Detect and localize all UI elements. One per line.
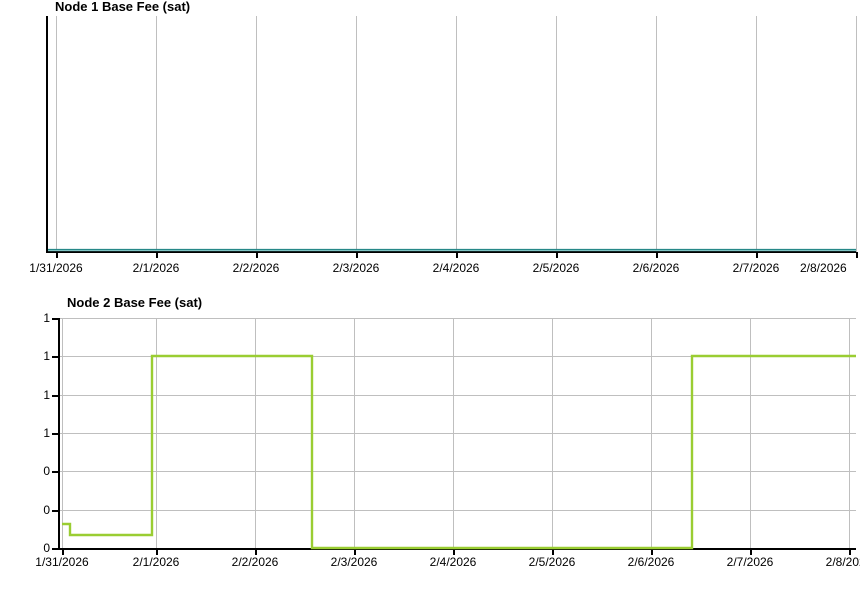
x-tick	[356, 252, 358, 258]
chart-node1-y-axis	[46, 16, 48, 252]
y-tick	[52, 471, 58, 473]
gridline-vertical	[354, 318, 355, 548]
x-tick	[62, 549, 64, 555]
gridline-horizontal	[58, 356, 856, 357]
y-tick	[52, 433, 58, 435]
chart-node2-title: Node 2 Base Fee (sat)	[67, 295, 203, 310]
x-tick	[552, 549, 554, 555]
y-tick-label: 0	[43, 541, 50, 555]
x-tick-label: 2/6/2026	[632, 261, 680, 275]
y-tick-label: 0	[43, 503, 50, 517]
x-tick	[756, 252, 758, 258]
x-tick	[556, 252, 558, 258]
chart-node1: Node 1 Base Fee (sat) 1/31/2026 2	[0, 0, 860, 290]
gridline-vertical	[552, 318, 553, 548]
gridline-vertical	[453, 318, 454, 548]
x-tick	[255, 549, 257, 555]
gridline-vertical	[62, 318, 63, 548]
chart-node2-series	[62, 354, 856, 550]
x-tick-label: 2/8/2026	[825, 555, 860, 569]
gridline-vertical	[656, 16, 657, 252]
gridline-horizontal	[58, 433, 856, 434]
gridline-horizontal	[58, 510, 856, 511]
x-tick	[849, 549, 851, 555]
chart-node1-series	[48, 248, 856, 252]
x-tick	[856, 252, 858, 258]
chart-node2-y-axis	[58, 318, 60, 549]
x-tick	[354, 549, 356, 555]
gridline-vertical	[56, 16, 57, 252]
x-tick	[256, 252, 258, 258]
gridline-vertical	[651, 318, 652, 548]
y-tick	[52, 510, 58, 512]
x-tick	[651, 549, 653, 555]
gridline-horizontal	[58, 318, 856, 319]
x-tick-label: 2/4/2026	[429, 555, 477, 569]
x-tick	[453, 549, 455, 555]
y-tick	[52, 356, 58, 358]
gridline-vertical	[156, 16, 157, 252]
y-tick	[52, 318, 58, 320]
x-tick-label: 2/7/2026	[726, 555, 774, 569]
gridline-vertical	[255, 318, 256, 548]
x-tick-label: 2/7/2026	[732, 261, 780, 275]
x-tick	[750, 549, 752, 555]
x-tick-label: 2/6/2026	[627, 555, 675, 569]
x-tick-label: 2/3/2026	[332, 261, 380, 275]
x-tick	[156, 252, 158, 258]
x-tick-label: 2/4/2026	[432, 261, 480, 275]
chart-node2-plot-area	[52, 318, 856, 555]
x-tick	[56, 252, 58, 258]
gridline-vertical	[849, 318, 850, 548]
gridline-vertical	[256, 16, 257, 252]
y-tick-label: 1	[43, 311, 50, 325]
x-tick-label: 2/2/2026	[232, 261, 280, 275]
y-tick	[52, 395, 58, 397]
x-tick-label: 2/3/2026	[330, 555, 378, 569]
x-tick-label: 1/31/2026	[29, 261, 83, 275]
y-tick-label: 0	[43, 464, 50, 478]
x-tick-label: 2/5/2026	[528, 555, 576, 569]
x-tick-label: 1/31/2026	[35, 555, 89, 569]
chart-node2: Node 2 Base Fee (sat)	[0, 290, 860, 600]
x-tick	[656, 252, 658, 258]
gridline-vertical	[856, 16, 857, 252]
chart-node1-title: Node 1 Base Fee (sat)	[55, 0, 191, 14]
gridline-vertical	[756, 16, 757, 252]
gridline-horizontal	[58, 471, 856, 472]
y-tick-label: 1	[43, 349, 50, 363]
x-tick	[456, 252, 458, 258]
gridline-horizontal	[58, 395, 856, 396]
x-tick-label: 2/8/2026	[800, 261, 847, 275]
gridline-vertical	[156, 318, 157, 548]
x-tick-label: 2/2/2026	[231, 555, 279, 569]
x-tick-label: 2/1/2026	[132, 555, 180, 569]
x-tick-label: 2/1/2026	[132, 261, 180, 275]
gridline-vertical	[750, 318, 751, 548]
x-tick-label: 2/5/2026	[532, 261, 580, 275]
x-tick	[156, 549, 158, 555]
gridline-vertical	[456, 16, 457, 252]
y-tick	[52, 548, 58, 550]
gridline-vertical	[356, 16, 357, 252]
chart-node1-plot-area	[46, 16, 858, 258]
chart-node1-x-axis	[46, 251, 856, 253]
y-tick-label: 1	[43, 388, 50, 402]
y-tick-label: 1	[43, 426, 50, 440]
gridline-vertical	[556, 16, 557, 252]
